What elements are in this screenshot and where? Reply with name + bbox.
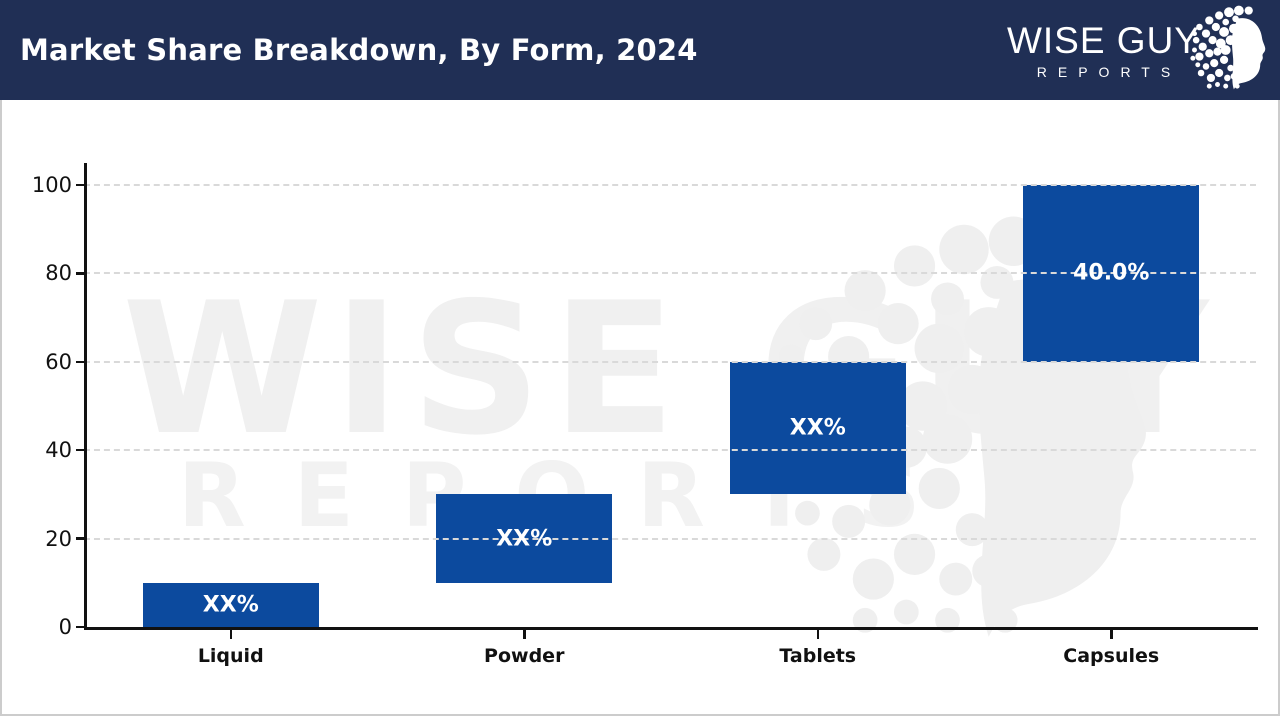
x-tick-mark (816, 629, 819, 639)
y-tick-mark (76, 183, 85, 187)
y-tick-mark (76, 448, 85, 452)
header: Market Share Breakdown, By Form, 2024 WI… (0, 0, 1280, 100)
y-tick-label: 60 (45, 349, 72, 374)
x-tick-mark (523, 629, 526, 639)
logo-face-icon (1190, 5, 1266, 90)
bar-value-label: XX% (496, 526, 553, 552)
bar-value-label: XX% (789, 415, 846, 441)
gridline (84, 184, 1256, 186)
x-category-label: Powder (484, 645, 565, 667)
y-tick-label: 80 (45, 261, 72, 286)
bar-tablets (729, 361, 906, 495)
x-tick-mark (1110, 629, 1113, 639)
logo-text: WISE GUY REPORTS (1007, 20, 1200, 80)
y-tick-mark (76, 625, 85, 629)
x-category-label: Capsules (1063, 645, 1160, 667)
bar-value-label: XX% (202, 592, 259, 618)
bar-liquid (142, 582, 319, 627)
x-tick-mark (229, 629, 232, 639)
page-title: Market Share Breakdown, By Form, 2024 (20, 33, 698, 67)
bar-value-label: 40.0% (1073, 260, 1150, 286)
y-tick-label: 40 (45, 438, 72, 463)
logo-wordmark: WISE GUY (1006, 20, 1200, 61)
gridline (84, 449, 1256, 452)
gridline (84, 537, 1256, 540)
waterfall-chart: WISE GUY REPORTS 020406080100XX%LiquidXX… (0, 100, 1280, 720)
wise-guy-logo: WISE GUY REPORTS (1007, 4, 1272, 96)
x-axis-spine (84, 627, 1258, 630)
gridline (84, 272, 1256, 275)
x-category-label: Liquid (197, 645, 264, 667)
y-tick-mark (76, 537, 85, 540)
y-tick-label: 20 (45, 526, 72, 551)
y-tick-label: 100 (31, 173, 72, 197)
y-tick-mark (76, 360, 85, 364)
y-tick-mark (76, 272, 85, 275)
y-axis-spine (84, 163, 87, 630)
x-category-label: Tablets (779, 645, 857, 667)
y-tick-label: 0 (58, 615, 72, 639)
gridline (84, 360, 1256, 363)
logo-subtitle: REPORTS (1036, 64, 1182, 80)
